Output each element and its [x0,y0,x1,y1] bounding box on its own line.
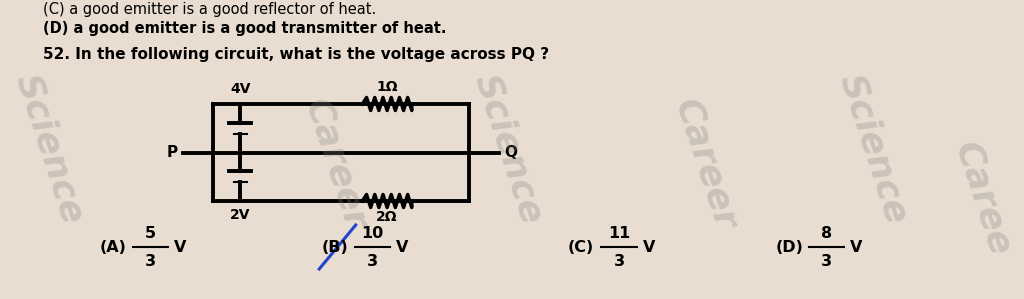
Text: P: P [167,145,178,160]
Text: 3: 3 [144,254,156,269]
Text: (D) a good emitter is a good transmitter of heat.: (D) a good emitter is a good transmitter… [43,21,446,36]
Text: (A): (A) [99,239,126,254]
Text: 3: 3 [613,254,625,269]
Text: (D): (D) [775,239,803,254]
Text: 11: 11 [608,225,631,240]
Text: Science: Science [9,70,90,228]
Text: 1Ω: 1Ω [377,80,398,94]
Text: V: V [850,239,862,254]
Text: 52. In the following circuit, what is the voltage across PQ ?: 52. In the following circuit, what is th… [43,47,549,62]
Text: V: V [174,239,186,254]
Text: Science: Science [468,70,549,228]
Text: 5: 5 [144,225,156,240]
Text: 2V: 2V [230,208,251,222]
Text: (B): (B) [322,239,348,254]
Text: 2Ω: 2Ω [377,210,398,224]
Text: 3: 3 [367,254,378,269]
Text: 10: 10 [361,225,384,240]
Text: Caree: Caree [948,138,1017,260]
Text: V: V [643,239,655,254]
Text: Science: Science [834,70,914,228]
Text: Career: Career [669,94,743,234]
Text: 3: 3 [821,254,833,269]
Text: 8: 8 [821,225,833,240]
Text: Career: Career [299,94,373,234]
Text: (C): (C) [568,239,594,254]
Text: Q: Q [504,145,517,160]
Text: 4V: 4V [230,82,251,96]
Text: V: V [396,239,409,254]
Text: (C) a good emitter is a good reflector of heat.: (C) a good emitter is a good reflector o… [43,2,376,17]
